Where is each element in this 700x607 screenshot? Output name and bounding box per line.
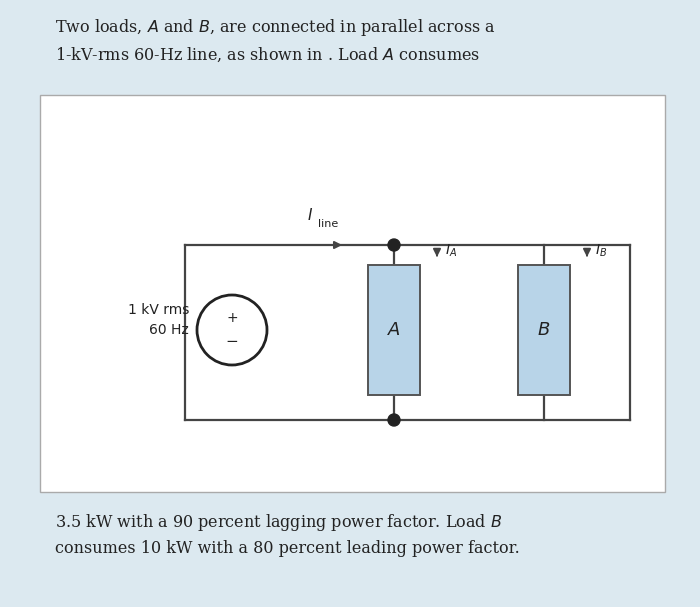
Text: 3.5 kW with a 90 percent lagging power factor. Load $\mathit{B}$
consumes 10 kW : 3.5 kW with a 90 percent lagging power f…: [55, 512, 519, 557]
Bar: [518, 265, 570, 395]
Text: $I$: $I$: [307, 207, 313, 223]
Text: Two loads, $\mathit{A}$ and $\mathit{B}$, are connected in parallel across a
1-k: Two loads, $\mathit{A}$ and $\mathit{B}$…: [55, 17, 496, 64]
Text: +: +: [226, 311, 238, 325]
Text: 1 kV rms
60 Hz: 1 kV rms 60 Hz: [127, 303, 189, 337]
Circle shape: [388, 414, 400, 426]
Text: line: line: [318, 219, 338, 229]
Bar: [40, 95, 665, 492]
Text: $\mathit{A}$: $\mathit{A}$: [387, 321, 401, 339]
Text: −: −: [225, 334, 239, 350]
Text: $\mathit{B}$: $\mathit{B}$: [538, 321, 551, 339]
Text: $I_A$: $I_A$: [445, 243, 457, 259]
Bar: [368, 265, 420, 395]
Circle shape: [388, 239, 400, 251]
Text: $I_B$: $I_B$: [595, 243, 607, 259]
